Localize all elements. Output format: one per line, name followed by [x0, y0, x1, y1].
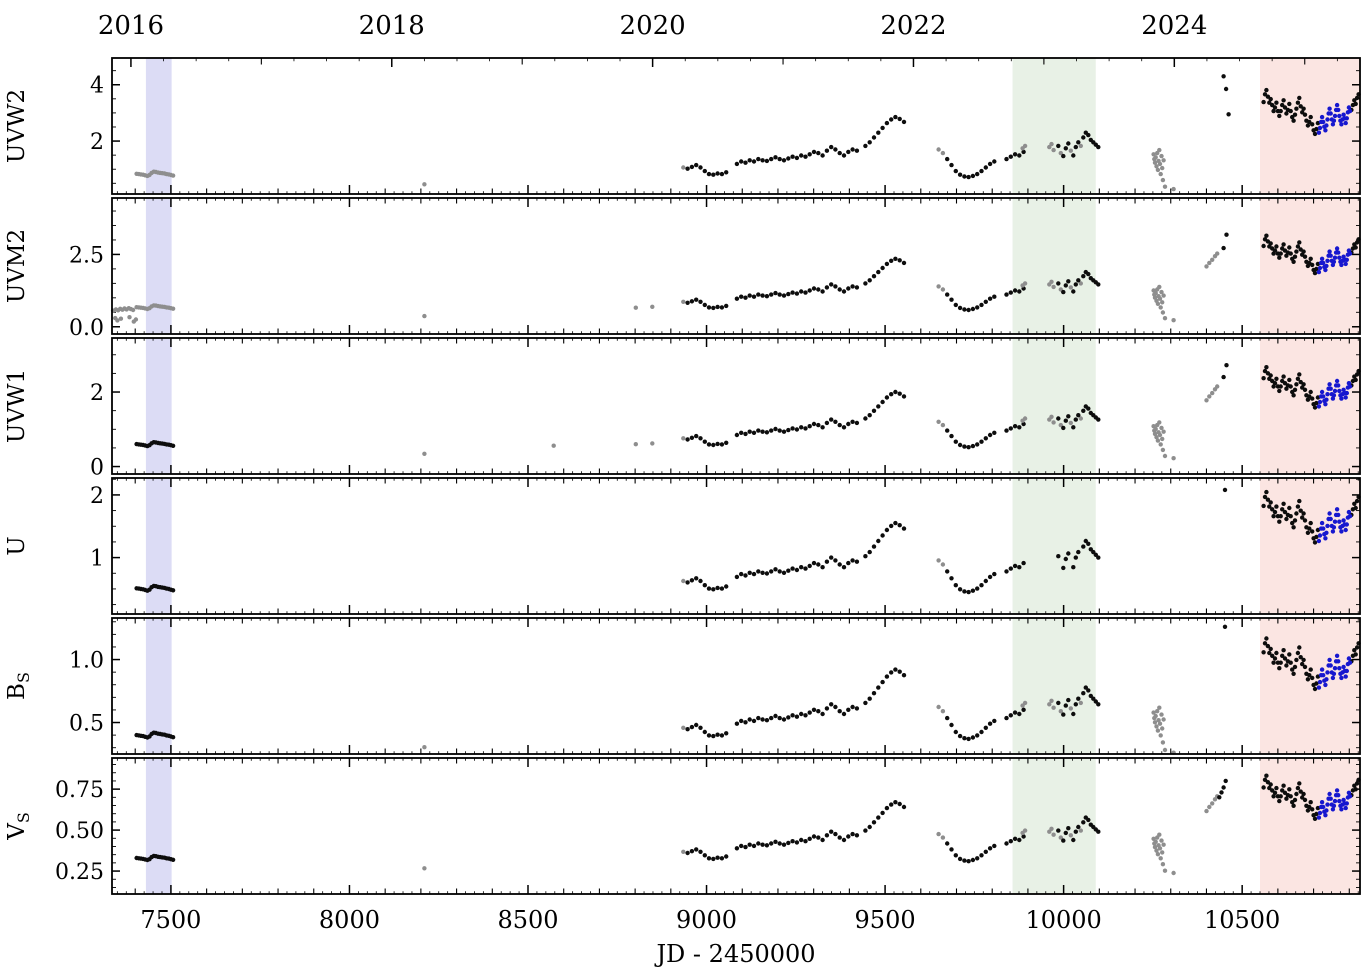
data-points-blue-U [1316, 507, 1353, 544]
green-band [1012, 198, 1096, 334]
y-tick-label: 0.50 [55, 819, 104, 844]
year-tick-label: 2016 [98, 11, 164, 41]
blue-band [145, 618, 172, 754]
red-band [1260, 338, 1360, 474]
y-tick-label: 2 [90, 484, 104, 509]
green-band [1012, 758, 1096, 894]
panels: 2016 2018 2020 2022 202424UVW20.02.5UVM202UV… [4, 11, 1361, 895]
data-points-Vs [134, 773, 1361, 876]
panel-frame [111, 337, 1361, 475]
panel-frame [111, 197, 1361, 335]
x-axis-label: JD - 2450000 [653, 940, 815, 968]
panel-Bs: 0.5 1.0 BS [4, 617, 1361, 755]
panel-U: 12U [4, 477, 1361, 615]
data-points-U [134, 487, 1361, 595]
x-ticks [116, 185, 1359, 194]
x-tick-label: 9000 [676, 906, 737, 934]
y-ticks: 0.0 2.5 [69, 210, 1360, 341]
year-axis: 2016 2018 2020 2022 2024 [98, 11, 1338, 67]
blue-band [145, 758, 172, 894]
y-ticks: 0.25 0.50 0.75 [55, 764, 1360, 888]
y-tick-label: 4 [90, 74, 104, 99]
y-tick-label: 0.0 [69, 316, 104, 341]
y-tick-label: 2 [90, 381, 104, 406]
red-band [1260, 758, 1360, 894]
year-tick-label: 2022 [880, 11, 946, 41]
panel-label-Vs: VS [4, 812, 33, 841]
panel-label-UVW2: UVW2 [4, 89, 30, 163]
year-tick-label: 2020 [620, 11, 686, 41]
y-ticks: 0.5 1.0 [69, 621, 1360, 749]
panel-UVW1: 0 2 UVW1 [4, 337, 1361, 481]
y-tick-label: 1.0 [69, 649, 104, 674]
data-points-blue-UVW2 [1316, 102, 1353, 135]
data-points-UVM2 [110, 232, 1361, 324]
red-band [1260, 618, 1360, 754]
green-band [1012, 618, 1096, 754]
panel-label-Bs: BS [4, 672, 33, 700]
year-tick-label: 2024 [1141, 11, 1207, 41]
blue-band [145, 478, 172, 614]
y-tick-label: 2.5 [69, 243, 104, 268]
data-points-UVW1 [134, 363, 1361, 461]
data-points-Bs [134, 624, 1361, 755]
x-tick-label: 9500 [855, 906, 916, 934]
panel-Vs: 0.25 0.50 0.75 VS [4, 757, 1361, 895]
x-tick-label: 8000 [319, 906, 380, 934]
data-points-UVW2 [134, 74, 1361, 192]
green-band [1012, 58, 1096, 194]
y-tick-label: 0.5 [69, 712, 104, 737]
y-ticks: 12 [90, 478, 1360, 606]
y-tick-label: 1 [90, 547, 104, 572]
panel-frame [111, 477, 1361, 615]
panel-frame [111, 617, 1361, 755]
red-band [1260, 478, 1360, 614]
year-tick-label: 2018 [359, 11, 425, 41]
x-tick-label: 10500 [1204, 906, 1280, 934]
blue-band [145, 338, 172, 474]
y-tick-label: 0.25 [55, 860, 104, 885]
x-axis: 7500 8000 8500 9000 9500 10000 10500 JD - 24500… [140, 906, 1280, 968]
data-points-blue-Vs [1316, 788, 1353, 820]
y-tick-label: 2 [90, 130, 104, 155]
panel-label-UVW1: UVW1 [4, 369, 30, 443]
data-points-blue-UVM2 [1316, 246, 1353, 275]
panel-label-UVM2: UVM2 [4, 229, 30, 303]
data-points-blue-UVW1 [1316, 378, 1353, 409]
y-tick-label: 0 [90, 456, 104, 481]
data-points-blue-Bs [1316, 653, 1353, 690]
panel-UVM2: 0.0 2.5 UVM2 [4, 197, 1361, 341]
blue-band [145, 198, 172, 334]
panel-frame [111, 757, 1361, 895]
y-tick-label: 0.75 [55, 778, 104, 803]
green-band [1012, 338, 1096, 474]
x-tick-label: 10000 [1025, 906, 1101, 934]
y-ticks: 24 [90, 70, 1360, 184]
x-tick-label: 8500 [497, 906, 558, 934]
panel-label-U: U [4, 536, 30, 555]
panel-frame [111, 57, 1361, 195]
x-tick-label: 7500 [140, 906, 201, 934]
